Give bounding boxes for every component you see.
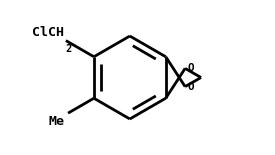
- Text: O: O: [188, 82, 194, 92]
- Text: O: O: [188, 63, 194, 73]
- Text: ClCH: ClCH: [32, 26, 64, 39]
- Text: Me: Me: [49, 115, 65, 128]
- Text: 2: 2: [65, 44, 72, 54]
